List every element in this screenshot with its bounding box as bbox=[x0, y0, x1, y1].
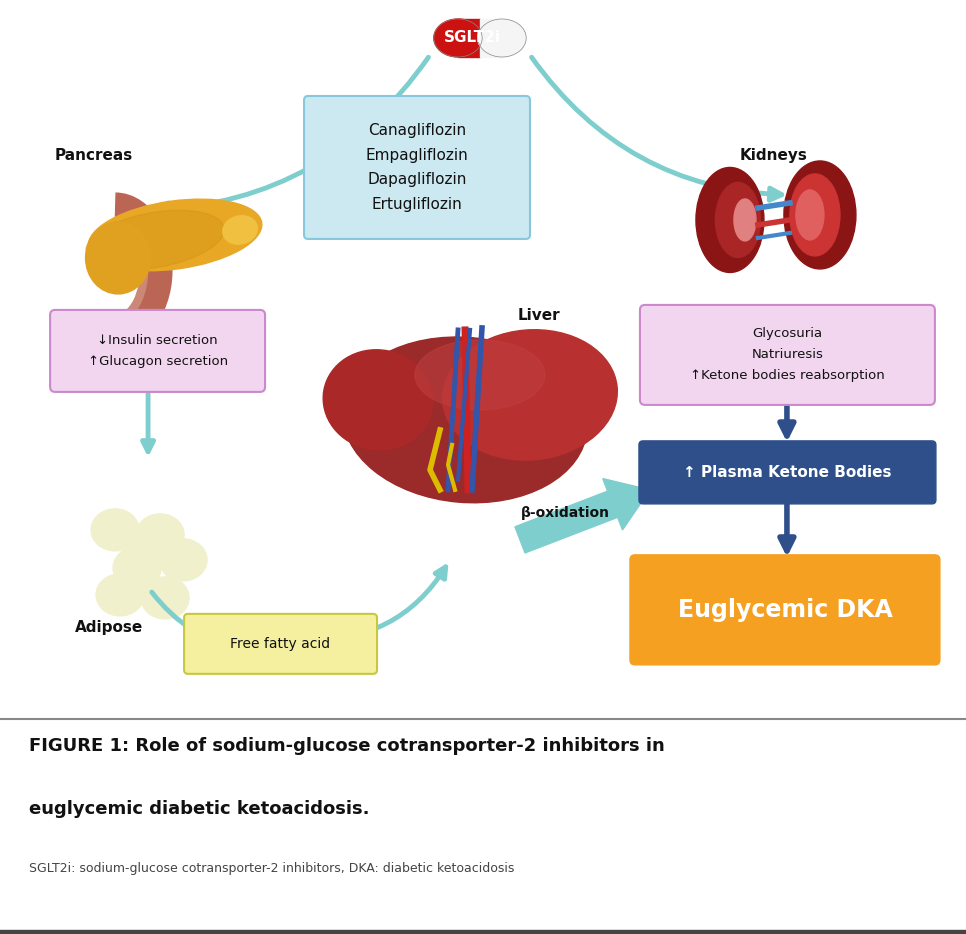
Ellipse shape bbox=[96, 573, 144, 616]
Text: β-oxidation: β-oxidation bbox=[521, 506, 610, 520]
Text: Kidneys: Kidneys bbox=[740, 148, 808, 163]
Bar bbox=[458, 19, 480, 57]
FancyBboxPatch shape bbox=[185, 614, 377, 673]
Ellipse shape bbox=[223, 216, 257, 244]
Ellipse shape bbox=[434, 19, 482, 57]
Ellipse shape bbox=[442, 330, 617, 460]
Text: ↑ Plasma Ketone Bodies: ↑ Plasma Ketone Bodies bbox=[683, 465, 892, 480]
FancyBboxPatch shape bbox=[50, 310, 265, 392]
Text: Pancreas: Pancreas bbox=[55, 148, 133, 163]
Ellipse shape bbox=[696, 167, 764, 273]
Text: Euglycemic DKA: Euglycemic DKA bbox=[677, 598, 893, 622]
Ellipse shape bbox=[159, 539, 207, 581]
Text: ↓Insulin secretion
↑Glucagon secretion: ↓Insulin secretion ↑Glucagon secretion bbox=[88, 334, 228, 368]
Bar bbox=[480, 19, 502, 57]
Text: euglycemic diabetic ketoacidosis.: euglycemic diabetic ketoacidosis. bbox=[29, 800, 369, 817]
Ellipse shape bbox=[86, 210, 224, 270]
Ellipse shape bbox=[91, 509, 139, 551]
Text: SGLT2i: SGLT2i bbox=[443, 31, 500, 46]
Ellipse shape bbox=[784, 161, 856, 269]
Ellipse shape bbox=[141, 577, 189, 619]
FancyArrow shape bbox=[515, 478, 650, 553]
Ellipse shape bbox=[734, 199, 756, 241]
Ellipse shape bbox=[716, 182, 760, 258]
Ellipse shape bbox=[790, 174, 839, 256]
Text: Glycosuria
Natriuresis
↑Ketone bodies reabsorption: Glycosuria Natriuresis ↑Ketone bodies re… bbox=[690, 328, 885, 382]
Ellipse shape bbox=[136, 514, 185, 556]
Ellipse shape bbox=[113, 547, 161, 588]
Ellipse shape bbox=[324, 349, 433, 450]
Text: Free fatty acid: Free fatty acid bbox=[231, 637, 330, 651]
Text: Adipose: Adipose bbox=[75, 620, 143, 635]
Ellipse shape bbox=[478, 19, 526, 57]
FancyBboxPatch shape bbox=[304, 96, 530, 239]
Text: Liver: Liver bbox=[518, 308, 560, 323]
FancyBboxPatch shape bbox=[630, 555, 940, 665]
Text: FIGURE 1: Role of sodium-glucose cotransporter-2 inhibitors in: FIGURE 1: Role of sodium-glucose cotrans… bbox=[29, 737, 665, 755]
Ellipse shape bbox=[415, 340, 545, 410]
Ellipse shape bbox=[796, 190, 824, 240]
FancyBboxPatch shape bbox=[639, 304, 935, 405]
Text: SGLT2i: sodium-glucose cotransporter-2 inhibitors, DKA: diabetic ketoacidosis: SGLT2i: sodium-glucose cotransporter-2 i… bbox=[29, 862, 514, 875]
Ellipse shape bbox=[88, 199, 262, 271]
FancyBboxPatch shape bbox=[639, 441, 936, 503]
Ellipse shape bbox=[343, 337, 587, 502]
Text: Canagliflozin
Empagliflozin
Dapagliflozin
Ertugliflozin: Canagliflozin Empagliflozin Dapagliflozi… bbox=[366, 123, 469, 212]
Ellipse shape bbox=[86, 222, 151, 294]
Ellipse shape bbox=[121, 524, 169, 566]
